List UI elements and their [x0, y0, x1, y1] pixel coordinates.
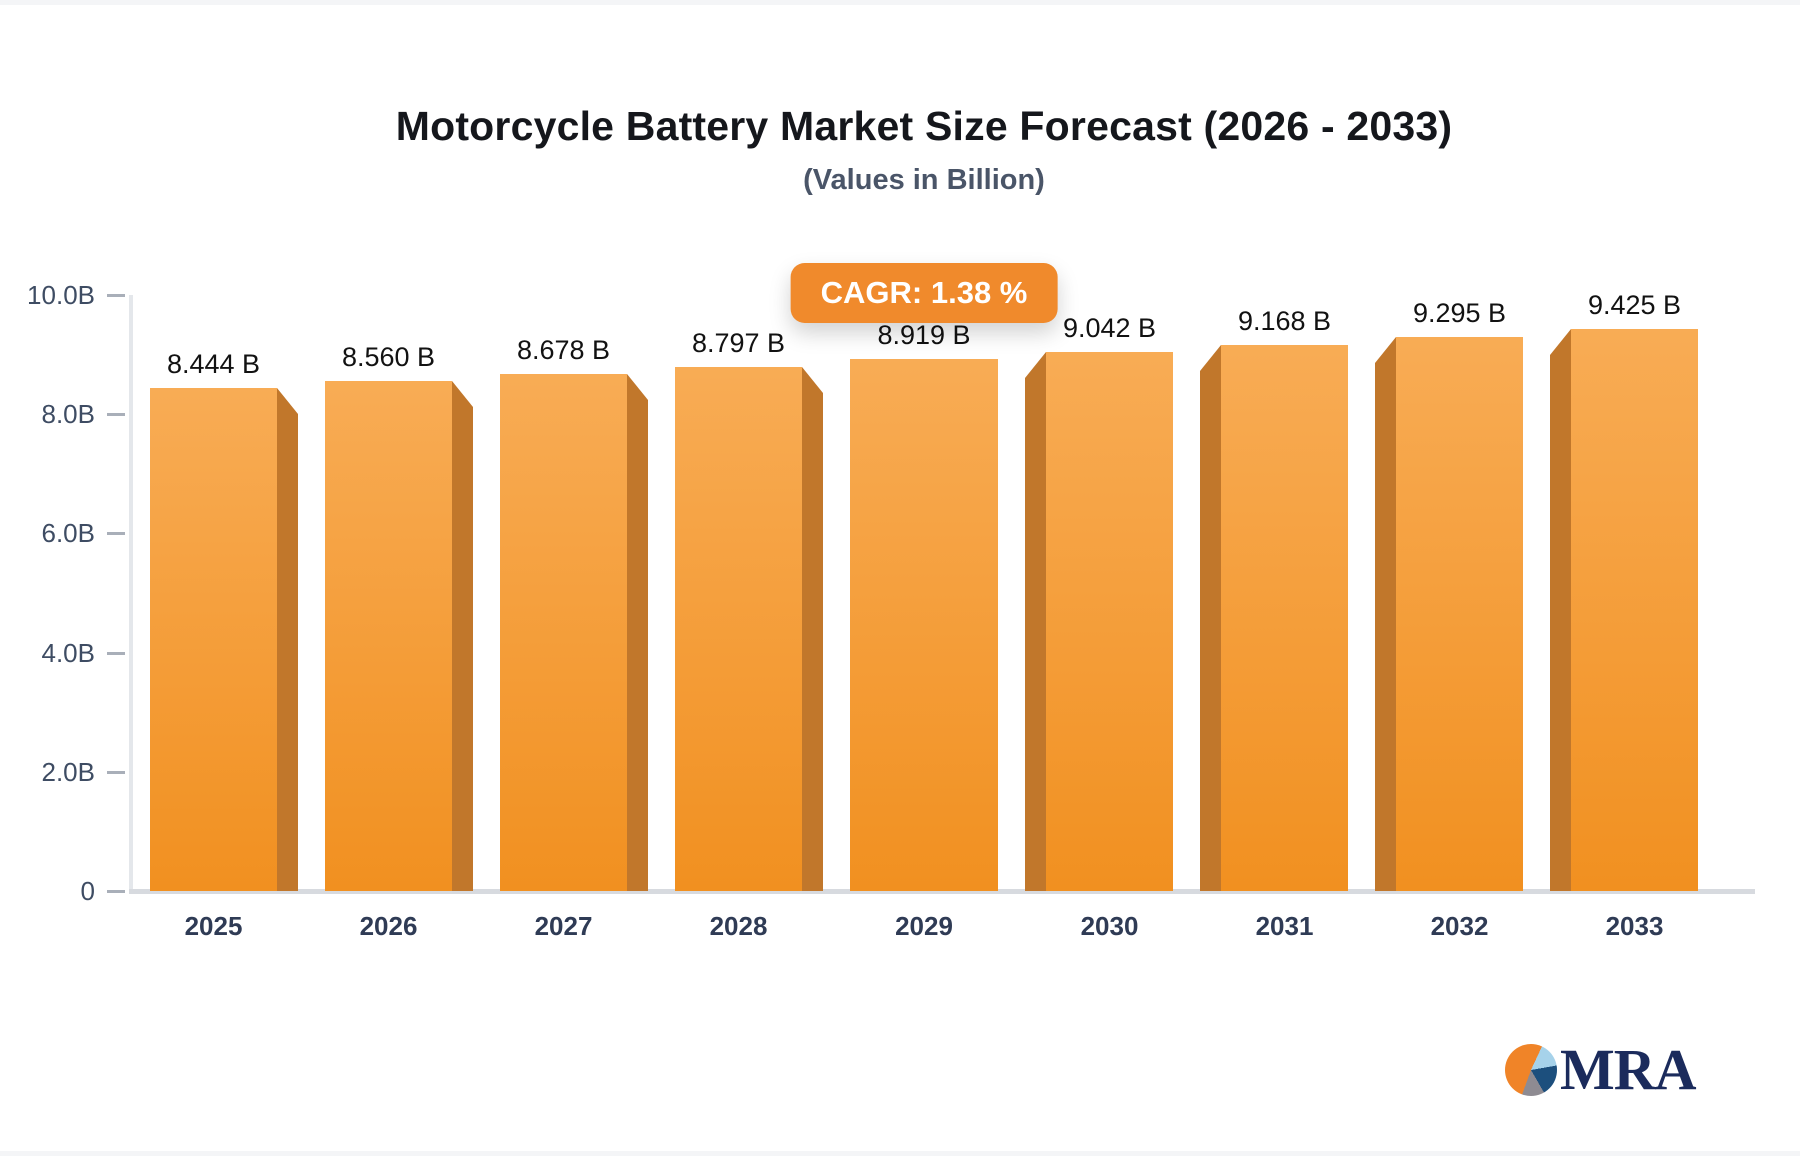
bar-group-2031: 9.168 B	[1200, 295, 1348, 891]
y-tick-0: 0	[81, 875, 125, 907]
y-tick-dash	[107, 412, 125, 416]
bar-side-face	[277, 388, 298, 891]
bar-group-2033: 9.425 B	[1550, 290, 1698, 891]
bar-group-2032: 9.295 B	[1375, 295, 1523, 891]
chart-subtitle: (Values in Billion)	[803, 164, 1045, 196]
bar-side-face	[1200, 345, 1221, 891]
y-tick-dash	[107, 293, 125, 297]
bar-side-face	[1025, 352, 1046, 891]
bar-front-face	[1396, 337, 1523, 891]
x-axis-label-2027: 2027	[534, 911, 593, 941]
bar-group-2027: 8.678 B	[500, 295, 648, 891]
bar-side-face	[1550, 329, 1571, 891]
bar-value-label: 9.168 B	[1237, 306, 1332, 336]
bar-2032: 9.295 B	[1375, 298, 1523, 891]
bar-front-face	[850, 359, 998, 891]
chart-card: Motorcycle Battery Market Size Forecast …	[0, 5, 1800, 1151]
y-tick-label: 0	[80, 875, 95, 906]
x-axis-label-2032: 2032	[1430, 911, 1489, 941]
bar-value-label: 8.444 B	[166, 349, 261, 379]
bar-2030: 9.042 B	[1025, 313, 1173, 891]
x-axis-label-2030: 2030	[1080, 911, 1139, 941]
x-axis-label-2033: 2033	[1605, 911, 1664, 941]
y-tick-label: 10.0B	[27, 279, 95, 310]
bar-group-2025: 8.444 B	[150, 295, 298, 891]
bar-series: 8.444 B 8.560 B 8.678 B 8.797 B 8.919 B 9.042…	[150, 290, 1698, 891]
bar-2033: 9.425 B	[1550, 290, 1698, 891]
bar-2031: 9.168 B	[1200, 306, 1348, 891]
bar-front-face	[325, 381, 452, 891]
bar-2025: 8.444 B	[150, 349, 298, 891]
y-tick-dash	[107, 651, 125, 655]
bar-front-face	[1571, 329, 1698, 891]
cagr-badge: CAGR: 1.38 %	[790, 263, 1058, 323]
bar-group-2029: 8.919 B	[850, 295, 998, 891]
bar-value-label: 8.797 B	[691, 328, 786, 358]
y-tick-8.0B: 8.0B	[41, 398, 125, 430]
bar-front-face	[500, 374, 627, 891]
x-axis-label-2031: 2031	[1255, 911, 1314, 941]
bar-front-face	[1046, 352, 1173, 891]
bar-value-label: 8.919 B	[877, 320, 971, 350]
bar-group-2030: 9.042 B	[1025, 295, 1173, 891]
bar-side-face	[802, 367, 823, 891]
y-tick-label: 2.0B	[41, 756, 96, 787]
x-axis-label-2029: 2029	[895, 911, 953, 941]
x-axis-label-2025: 2025	[184, 911, 243, 941]
bar-front-face	[150, 388, 277, 891]
chart-header: Motorcycle Battery Market Size Forecast …	[48, 103, 1800, 197]
y-tick-4.0B: 4.0B	[41, 637, 125, 669]
logo-text: MRA	[1560, 1037, 1697, 1102]
bar-2027: 8.678 B	[500, 335, 648, 891]
y-tick-2.0B: 2.0B	[41, 756, 125, 788]
bar-front-face	[1221, 345, 1348, 891]
mra-logo: MRA	[1505, 1037, 1697, 1102]
y-axis-line	[129, 295, 133, 891]
bar-2029: 8.919 B	[850, 320, 998, 891]
y-tick-label: 6.0B	[41, 517, 96, 548]
bar-value-label: 8.678 B	[516, 335, 611, 365]
x-axis-labels: 2025 2026 2027 2028 2029 2030 2031 2032 2033	[150, 911, 1698, 942]
bar-value-label: 9.425 B	[1587, 290, 1682, 320]
y-tick-label: 4.0B	[41, 637, 96, 668]
bar-2028: 8.797 B	[675, 328, 823, 891]
bar-group-2026: 8.560 B	[325, 295, 473, 891]
y-tick-dash	[107, 531, 125, 535]
y-tick-label: 8.0B	[41, 398, 96, 429]
bar-side-face	[1375, 337, 1396, 891]
bar-value-label: 8.560 B	[341, 342, 436, 372]
bar-side-face	[627, 374, 648, 891]
page-title: Motorcycle Battery Market Size Forecast …	[395, 103, 1453, 149]
bar-value-label: 9.295 B	[1412, 298, 1507, 328]
pie-chart-icon	[1505, 1044, 1557, 1096]
y-tick-dash	[107, 770, 125, 774]
bar-2026: 8.560 B	[325, 342, 473, 891]
x-axis-label-2028: 2028	[709, 911, 768, 941]
y-tick-10.0B: 10.0B	[27, 279, 125, 311]
bar-group-2028: 8.797 B	[675, 295, 823, 891]
bar-side-face	[452, 381, 473, 891]
y-tick-dash	[107, 889, 125, 893]
bar-value-label: 9.042 B	[1062, 313, 1157, 343]
y-axis: 0 2.0B 4.0B 6.0B 8.0B 10.0B	[0, 280, 125, 906]
y-tick-6.0B: 6.0B	[41, 517, 125, 549]
x-axis-label-2026: 2026	[359, 911, 418, 941]
bar-front-face	[675, 367, 802, 891]
x-axis-line	[129, 889, 1755, 894]
